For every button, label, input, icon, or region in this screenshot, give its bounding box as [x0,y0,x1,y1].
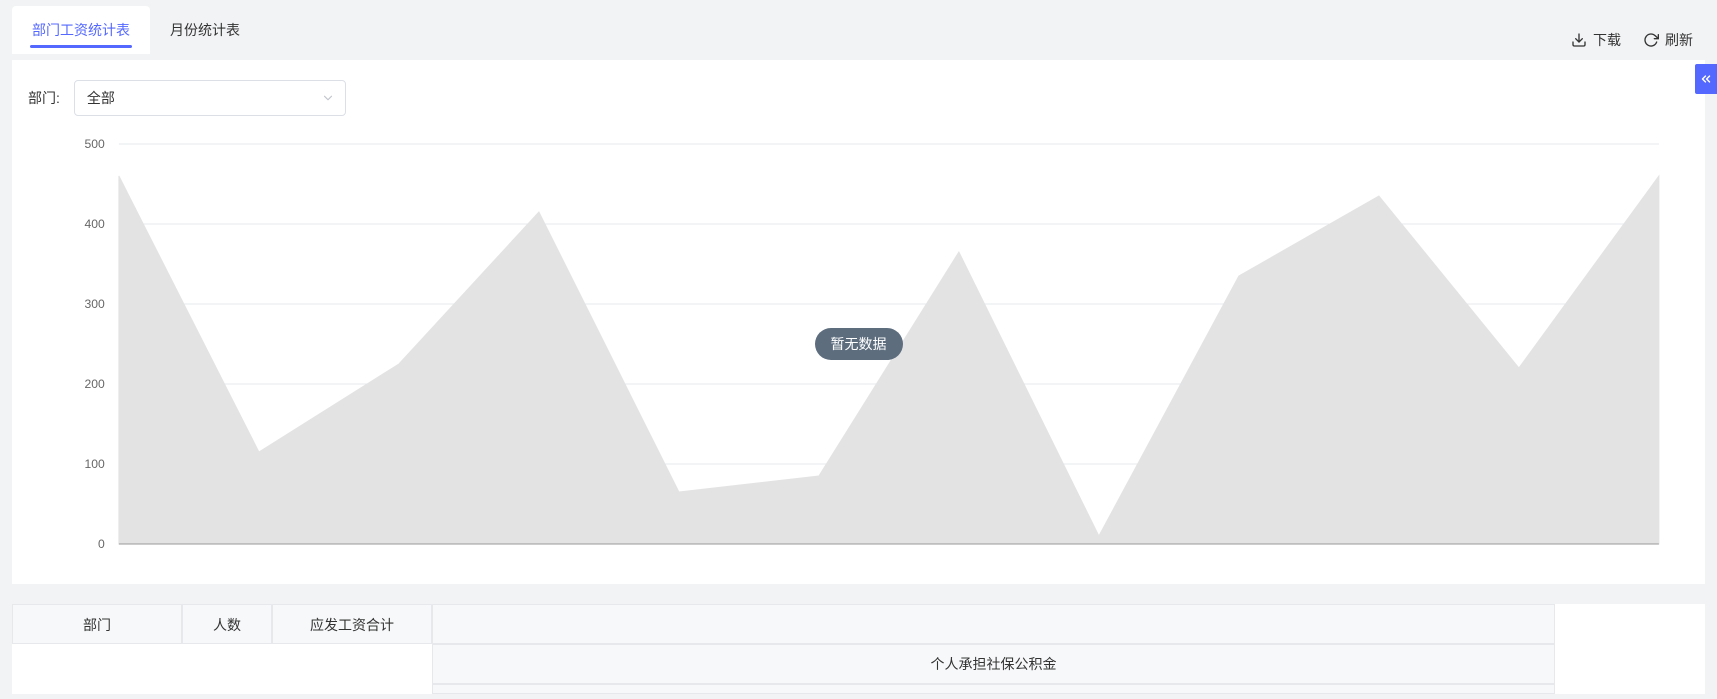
table-container: 部门 人数 应发工资合计 个人承担社保公积金 [12,604,1705,694]
refresh-label: 刷新 [1665,30,1693,50]
no-data-badge: 暂无数据 [815,328,903,360]
select-value: 全部 [87,88,115,108]
col-people-count: 人数 [182,604,272,644]
tabs: 部门工资统计表 月份统计表 [0,0,260,60]
side-collapse-handle[interactable] [1695,64,1717,94]
filter-row: 部门: 全部 [12,60,1705,124]
svg-text:200: 200 [84,377,105,391]
download-label: 下载 [1593,30,1621,50]
col-empty-right [432,604,1555,644]
filter-label: 部门: [28,88,60,108]
download-button[interactable]: 下载 [1571,30,1621,50]
svg-text:100: 100 [84,457,105,471]
department-select[interactable]: 全部 [74,80,346,116]
tab-label: 部门工资统计表 [32,20,130,40]
page-root: 部门工资统计表 月份统计表 下载 刷新 部门: 全部 [0,0,1717,699]
table-header: 部门 人数 应发工资合计 个人承担社保公积金 [12,604,1705,694]
svg-text:500: 500 [84,137,105,151]
chevron-double-left-icon [1699,72,1713,86]
col-department: 部门 [12,604,182,644]
svg-text:300: 300 [84,297,105,311]
topbar-actions: 下载 刷新 [1571,30,1693,50]
col-group-social-fund: 个人承担社保公积金 [432,644,1555,684]
chart-container: 0 100 200 300 400 500 暂无数据 [12,124,1705,564]
col-total-payable: 应发工资合计 [272,604,432,644]
topbar: 部门工资统计表 月份统计表 下载 刷新 [0,0,1717,60]
refresh-icon [1643,32,1659,48]
tab-department-salary[interactable]: 部门工资统计表 [12,6,150,54]
chevron-down-icon [321,91,335,105]
svg-text:0: 0 [98,537,105,551]
panel: 部门: 全部 0 100 200 300 400 500 暂无数据 [12,60,1705,584]
tab-monthly-stats[interactable]: 月份统计表 [150,6,260,54]
refresh-button[interactable]: 刷新 [1643,30,1693,50]
svg-text:400: 400 [84,217,105,231]
download-icon [1571,32,1587,48]
tab-label: 月份统计表 [170,20,240,40]
no-data-label: 暂无数据 [831,336,887,352]
col-group-sub [432,684,1555,694]
